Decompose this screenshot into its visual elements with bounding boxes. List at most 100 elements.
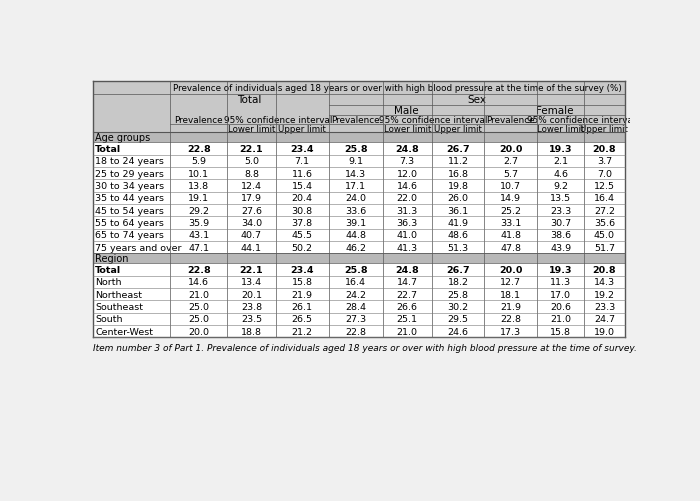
Text: 19.3: 19.3	[549, 266, 573, 275]
Text: 28.4: 28.4	[345, 302, 366, 311]
Bar	[93, 82, 624, 133]
Text: 44.1: 44.1	[241, 243, 262, 252]
Text: 20.8: 20.8	[593, 266, 616, 275]
Bar	[93, 276, 624, 289]
Text: Total: Total	[95, 266, 121, 275]
Text: 26.5: 26.5	[292, 315, 313, 324]
Text: 22.7: 22.7	[397, 290, 418, 299]
Text: 45 to 54 years: 45 to 54 years	[95, 206, 164, 215]
Text: Total: Total	[237, 95, 262, 105]
Text: 17.0: 17.0	[550, 290, 571, 299]
Text: 18.2: 18.2	[447, 278, 468, 287]
Text: 26.7: 26.7	[446, 145, 470, 154]
Text: 7.1: 7.1	[295, 157, 309, 166]
Text: 24.6: 24.6	[447, 327, 468, 336]
Text: 23.8: 23.8	[241, 302, 262, 311]
Text: 45.0: 45.0	[594, 231, 615, 240]
Text: Upper limit: Upper limit	[434, 124, 482, 133]
Text: 43.9: 43.9	[550, 243, 571, 252]
Text: 21.0: 21.0	[188, 290, 209, 299]
Text: 4.6: 4.6	[553, 169, 568, 178]
Text: 23.3: 23.3	[594, 302, 615, 311]
Text: 36.3: 36.3	[397, 218, 418, 227]
Bar	[93, 325, 624, 338]
Text: 19.0: 19.0	[594, 327, 615, 336]
Text: Total: Total	[95, 145, 121, 154]
Text: 24.0: 24.0	[345, 194, 366, 203]
Text: 25.8: 25.8	[344, 266, 368, 275]
Text: Lower limit: Lower limit	[537, 124, 584, 133]
Text: 50.2: 50.2	[292, 243, 313, 252]
Text: 27.6: 27.6	[241, 206, 262, 215]
Text: Sex: Sex	[467, 95, 486, 105]
Text: 5.7: 5.7	[503, 169, 518, 178]
Text: 45.5: 45.5	[292, 231, 313, 240]
Text: 22.0: 22.0	[397, 194, 418, 203]
Bar	[93, 204, 624, 217]
Text: 33.1: 33.1	[500, 218, 522, 227]
Bar	[93, 289, 624, 301]
Text: 25.0: 25.0	[188, 302, 209, 311]
Text: 20.6: 20.6	[550, 302, 571, 311]
Text: 25.8: 25.8	[344, 145, 368, 154]
Text: 9.2: 9.2	[553, 182, 568, 191]
Text: 46.2: 46.2	[345, 243, 366, 252]
Text: 43.1: 43.1	[188, 231, 209, 240]
Text: 5.0: 5.0	[244, 157, 259, 166]
Text: 75 years and over: 75 years and over	[95, 243, 182, 252]
Text: 20.0: 20.0	[188, 327, 209, 336]
Text: 21.2: 21.2	[292, 327, 313, 336]
Text: 38.6: 38.6	[550, 231, 571, 240]
Bar	[93, 192, 624, 204]
Text: 40.7: 40.7	[241, 231, 262, 240]
Text: 14.3: 14.3	[594, 278, 615, 287]
Text: 3.7: 3.7	[597, 157, 612, 166]
Text: 14.6: 14.6	[188, 278, 209, 287]
Text: 24.8: 24.8	[395, 266, 419, 275]
Text: 15.4: 15.4	[292, 182, 313, 191]
Text: 7.3: 7.3	[400, 157, 414, 166]
Text: Lower limit: Lower limit	[384, 124, 431, 133]
Text: 35.9: 35.9	[188, 218, 209, 227]
Text: Prevalence: Prevalence	[331, 116, 380, 125]
Text: 27.3: 27.3	[345, 315, 366, 324]
Bar	[93, 143, 624, 155]
Text: 29.5: 29.5	[447, 315, 468, 324]
Text: 19.2: 19.2	[594, 290, 615, 299]
Text: 18 to 24 years: 18 to 24 years	[95, 157, 164, 166]
Bar	[93, 180, 624, 192]
Text: 22.1: 22.1	[239, 145, 263, 154]
Text: 12.5: 12.5	[594, 182, 615, 191]
Text: 23.4: 23.4	[290, 145, 314, 154]
Text: 44.8: 44.8	[345, 231, 366, 240]
Text: 33.6: 33.6	[345, 206, 366, 215]
Text: 18.1: 18.1	[500, 290, 522, 299]
Text: 13.5: 13.5	[550, 194, 571, 203]
Text: Prevalence: Prevalence	[486, 116, 535, 125]
Text: 23.5: 23.5	[241, 315, 262, 324]
Bar	[93, 301, 624, 313]
Text: Upper limit: Upper limit	[580, 124, 629, 133]
Text: Lower limit: Lower limit	[228, 124, 275, 133]
Text: 25.8: 25.8	[447, 290, 468, 299]
Text: Prevalence: Prevalence	[174, 116, 223, 125]
Bar	[93, 241, 624, 254]
Text: 35.6: 35.6	[594, 218, 615, 227]
Text: 41.0: 41.0	[397, 231, 418, 240]
Text: Southeast: Southeast	[95, 302, 144, 311]
Text: 47.8: 47.8	[500, 243, 522, 252]
Text: 26.7: 26.7	[446, 266, 470, 275]
Text: 20.8: 20.8	[593, 145, 616, 154]
Text: 2.7: 2.7	[503, 157, 518, 166]
Bar	[93, 133, 624, 143]
Text: 8.8: 8.8	[244, 169, 259, 178]
Text: 20.0: 20.0	[499, 145, 522, 154]
Text: North: North	[95, 278, 122, 287]
Text: 30.7: 30.7	[550, 218, 571, 227]
Text: 24.8: 24.8	[395, 145, 419, 154]
Text: 55 to 64 years: 55 to 64 years	[95, 218, 164, 227]
Bar	[93, 155, 624, 168]
Text: 25.0: 25.0	[188, 315, 209, 324]
Text: 16.8: 16.8	[447, 169, 468, 178]
Text: 16.4: 16.4	[345, 278, 366, 287]
